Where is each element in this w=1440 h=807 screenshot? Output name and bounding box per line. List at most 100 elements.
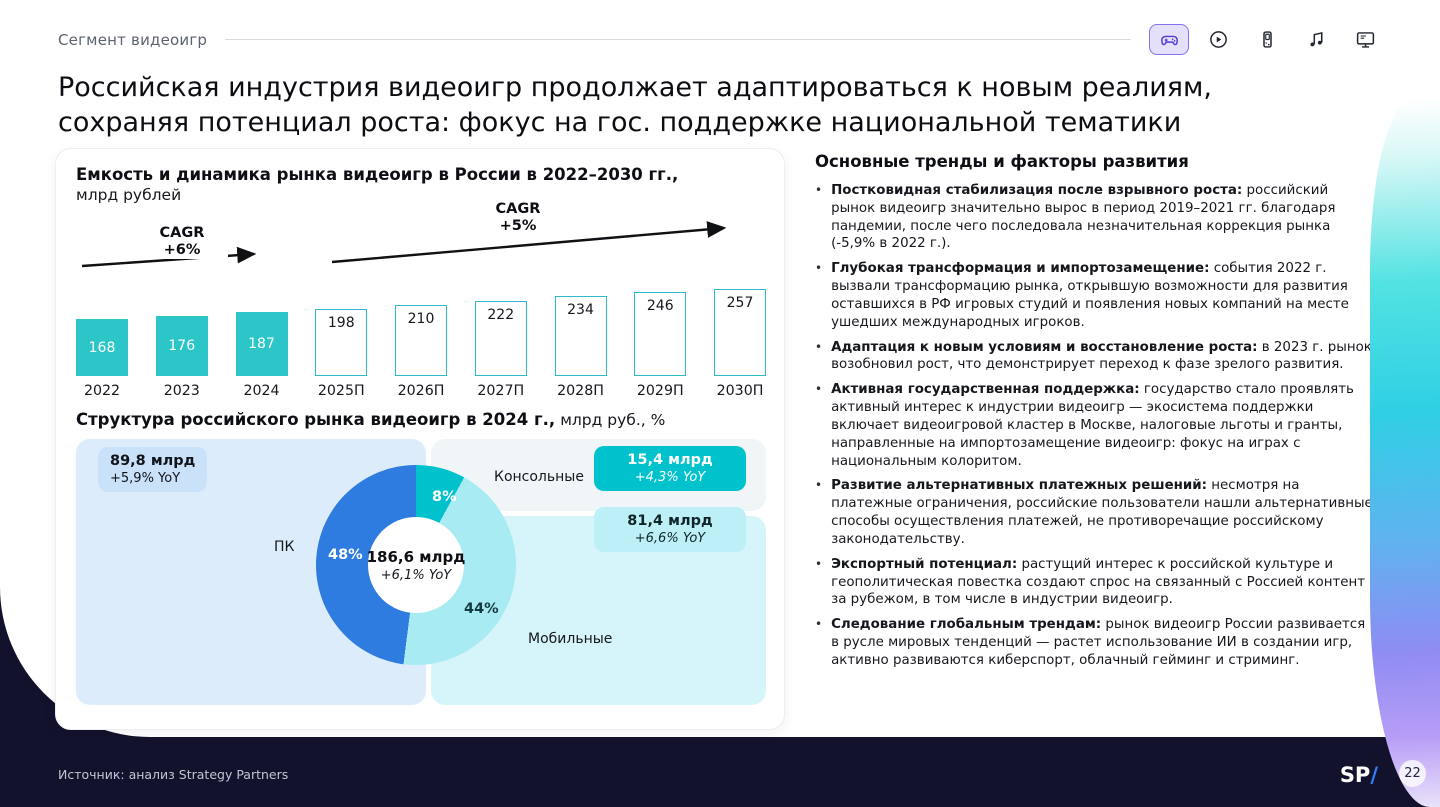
bar-2024: 187 2024 [235, 284, 288, 402]
page-number: 22 [1399, 760, 1426, 787]
bar-x-label: 2025П [317, 383, 365, 399]
bar-rect: 222 [474, 301, 527, 376]
trend-text: Глубокая трансформация и импортозамещени… [831, 261, 1349, 330]
bar-series: 168 2022 176 2023 187 2024 198 2025П 210 2026П 222… [76, 284, 766, 402]
bullet-icon: • [815, 339, 823, 354]
donut-chart: 186,6 млрд +6,1% YoY [316, 465, 516, 665]
console-label: Консольные [494, 469, 584, 485]
title-line-2: сохраняя потенциал роста: фокус на гос. … [58, 106, 1182, 138]
trend-text: Постковидная стабилизация после взрывног… [831, 183, 1336, 252]
trend-item: • Глубокая трансформация и импортозамещен… [815, 260, 1375, 331]
pc-percent: 48% [328, 547, 363, 563]
trend-item: • Постковидная стабилизация после взрывно… [815, 182, 1375, 253]
section-eyebrow: Сегмент видеоигр [58, 30, 208, 49]
monitor-icon[interactable] [1345, 24, 1385, 55]
bar-x-label: 2022 [83, 383, 121, 399]
donut-center-yoy: +6,1% YoY [380, 567, 452, 583]
pc-badge: 89,8 млрд +5,9% YoY [98, 447, 208, 493]
bullet-icon: • [815, 556, 823, 571]
gamepad-icon[interactable] [1149, 24, 1189, 55]
trend-text: Активная государственная поддержка: госу… [831, 382, 1354, 469]
slide: Сегмент видеоигр Российская индустрия ви… [0, 0, 1440, 737]
bar-x-label: 2023 [163, 383, 200, 399]
bar-2027П: 222 2027П [474, 284, 527, 402]
bar-x-label: 2024 [243, 383, 280, 399]
trend-text: Экспортный потенциал: растущий интерес к… [831, 556, 1366, 608]
bar-chart: CAGR +6% CAGR +5% 168 2022 176 2023 187 2024 1… [76, 200, 766, 402]
bar-value: 222 [487, 307, 515, 323]
bar-rect: 234 [554, 296, 607, 376]
bullet-icon: • [815, 478, 823, 493]
pc-label: ПК [274, 539, 295, 555]
bar-rect: 257 [714, 289, 766, 376]
bar-rect: 168 [76, 319, 128, 376]
music-icon[interactable] [1296, 24, 1336, 55]
trends-panel: Основные тренды и факторы развития • Пост… [815, 152, 1375, 670]
donut-center: 186,6 млрд +6,1% YoY [366, 517, 466, 613]
bullet-icon: • [815, 617, 823, 632]
bar-2028П: 234 2028П [554, 284, 607, 402]
bar-2023: 176 2023 [155, 284, 208, 402]
bar-value: 210 [407, 311, 435, 327]
cagr-label-historic: CAGR +6% [136, 224, 228, 260]
bar-2022: 168 2022 [76, 284, 128, 402]
title-line-1: Российская индустрия видеоигр продолжает… [58, 72, 1212, 103]
bar-rect: 198 [315, 309, 368, 376]
bar-value: 198 [327, 315, 355, 331]
console-percent: 8% [432, 489, 457, 505]
cagr-label-forecast: CAGR +5% [476, 200, 560, 236]
console-badge: 15,4 млрд +4,3% YoY [594, 446, 746, 492]
sp-logo-text: SP [1339, 763, 1371, 787]
top-bar: Сегмент видеоигр [0, 0, 1440, 55]
bar-x-label: 2028П [557, 383, 604, 399]
bar-value: 234 [567, 302, 594, 318]
bullet-icon: • [815, 261, 823, 276]
mobile-badge: 81,4 млрд +6,6% YoY [594, 507, 746, 553]
trend-item: • Адаптация к новым условиям и восстановл… [815, 339, 1375, 375]
video-play-icon[interactable] [1198, 24, 1238, 55]
bar-value: 187 [248, 336, 275, 352]
market-card: Емкость и динамика рынка видеоигр в Росс… [55, 148, 785, 730]
trend-text: Адаптация к новым условиям и восстановле… [831, 339, 1372, 373]
bullet-icon: • [815, 183, 823, 197]
segment-toolbar [1149, 24, 1385, 55]
bar-chart-title: Емкость и динамика рынка видеоигр в Росс… [76, 165, 764, 204]
mobile-label: Мобильные [528, 631, 613, 647]
gradient-decoration [1370, 100, 1440, 807]
page-title: Российская индустрия видеоигр продолжает… [58, 71, 1382, 140]
trend-text: Следование глобальным трендам: рынок вид… [831, 617, 1366, 668]
bar-2029П: 246 2029П [634, 284, 687, 402]
bar-2026П: 210 2026П [395, 284, 447, 402]
bar-rect: 246 [634, 292, 687, 376]
bar-value: 176 [168, 338, 196, 354]
bar-value: 246 [646, 298, 674, 314]
trends-list: • Постковидная стабилизация после взрывно… [815, 182, 1375, 670]
structure-chart: 89,8 млрд +5,9% YoY 15,4 млрд +4,3% YoY … [76, 439, 766, 707]
bullet-icon: • [815, 382, 823, 397]
bar-value: 168 [88, 339, 116, 356]
handheld-console-icon[interactable] [1247, 24, 1287, 55]
trend-item: • Экспортный потенциал: растущий интерес … [815, 556, 1375, 609]
trend-item: • Развитие альтернативных платежных решен… [815, 477, 1375, 548]
bar-rect: 187 [235, 312, 288, 376]
donut-chart-unit: млрд руб., % [560, 411, 666, 429]
trends-title: Основные тренды и факторы развития [815, 152, 1189, 171]
bar-x-label: 2030П [716, 383, 764, 399]
footer: Источник: анализ Strategy Partners [0, 737, 1440, 807]
trend-item: • Следование глобальным трендам: рынок ви… [815, 616, 1375, 669]
bar-2025П: 198 2025П [315, 284, 368, 402]
trend-text: Развитие альтернативных платежных решени… [831, 478, 1373, 547]
bar-x-label: 2029П [636, 383, 684, 399]
bar-chart-unit: млрд рублей [76, 186, 182, 204]
sp-logo-slash: / [1370, 763, 1378, 787]
trend-item: • Активная государственная поддержка: гос… [815, 381, 1375, 470]
donut-center-value: 186,6 млрд [366, 547, 466, 566]
donut-chart-title: Структура российского рынка видеоигр в 2… [76, 410, 666, 429]
source-note: Источник: анализ Strategy Partners [58, 767, 289, 782]
bar-2030П: 257 2030П [714, 284, 766, 402]
header-divider [225, 39, 1131, 40]
bar-value: 257 [726, 295, 754, 311]
bar-rect: 210 [395, 305, 447, 376]
mobile-percent: 44% [464, 601, 499, 617]
sp-logo: SP/ [1340, 763, 1378, 787]
